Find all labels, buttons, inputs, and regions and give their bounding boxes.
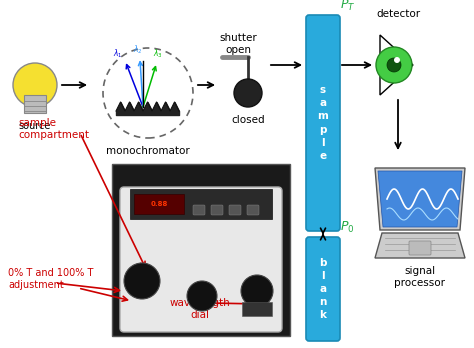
FancyBboxPatch shape [193, 205, 205, 215]
FancyBboxPatch shape [24, 95, 46, 113]
FancyBboxPatch shape [409, 241, 431, 255]
FancyBboxPatch shape [306, 15, 340, 231]
FancyBboxPatch shape [242, 302, 272, 316]
FancyBboxPatch shape [120, 187, 282, 332]
FancyBboxPatch shape [247, 205, 259, 215]
Circle shape [387, 58, 401, 72]
Circle shape [187, 281, 217, 311]
Polygon shape [375, 233, 465, 258]
Circle shape [13, 63, 57, 107]
Circle shape [103, 48, 193, 138]
Text: $P_T$: $P_T$ [340, 0, 356, 13]
Circle shape [394, 57, 400, 63]
Text: shutter
open: shutter open [219, 33, 257, 55]
FancyBboxPatch shape [211, 205, 223, 215]
FancyBboxPatch shape [229, 205, 241, 215]
Text: sample
compartment: sample compartment [18, 118, 89, 140]
Polygon shape [380, 35, 413, 95]
Text: $\lambda_1$: $\lambda_1$ [113, 48, 123, 61]
Text: $\lambda_2$: $\lambda_2$ [133, 44, 143, 56]
Circle shape [376, 47, 412, 83]
Text: 0.88: 0.88 [150, 201, 168, 207]
Text: $P_0$: $P_0$ [340, 220, 355, 235]
FancyBboxPatch shape [130, 189, 272, 219]
Text: source: source [19, 121, 51, 131]
Circle shape [234, 79, 262, 107]
Circle shape [241, 275, 273, 307]
Polygon shape [378, 171, 462, 227]
Text: b
l
a
n
k: b l a n k [319, 258, 327, 321]
FancyBboxPatch shape [112, 164, 290, 336]
Text: closed: closed [231, 115, 265, 125]
Text: detector: detector [376, 9, 420, 19]
Circle shape [124, 263, 160, 299]
Text: s
a
m
p
l
e: s a m p l e [318, 85, 328, 161]
FancyBboxPatch shape [134, 194, 184, 214]
Text: monochromator: monochromator [106, 146, 190, 156]
Text: wavelength
dial: wavelength dial [170, 298, 230, 319]
Text: signal
processor: signal processor [394, 266, 446, 287]
Text: $\lambda_3$: $\lambda_3$ [153, 47, 163, 60]
FancyBboxPatch shape [306, 237, 340, 341]
Text: 0% T and 100% T
adjustment: 0% T and 100% T adjustment [8, 268, 93, 290]
Polygon shape [375, 168, 465, 230]
